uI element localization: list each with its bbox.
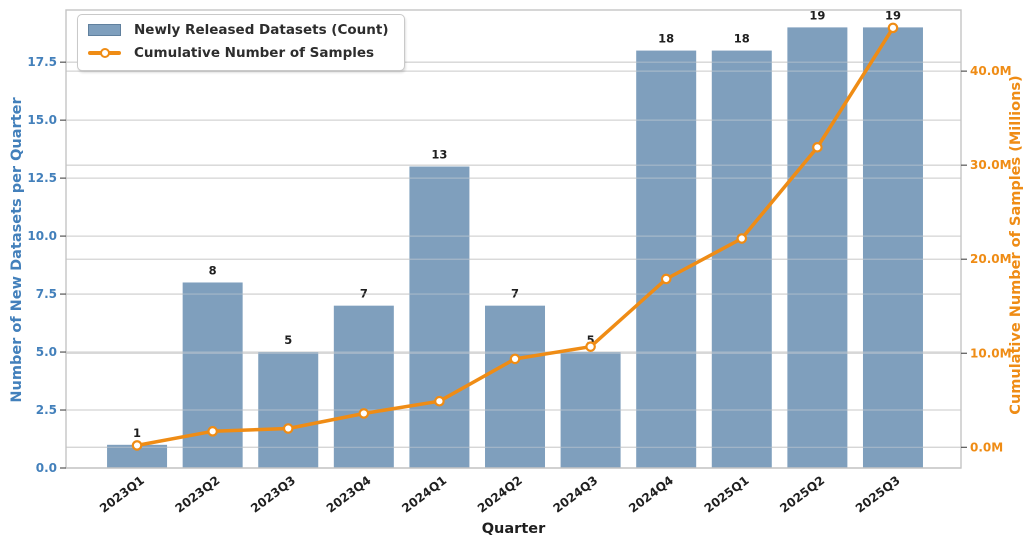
bar-value-label: 5	[587, 333, 595, 347]
bar-value-label: 8	[209, 263, 217, 277]
bar-2025Q1	[711, 50, 772, 469]
y-axis-left-ticks: 0.0 2.5 5.0 7.5 10.0 12.5 15.0 17.5	[27, 55, 66, 475]
y-axis-title-right: Cumulative Number of Samples (Millions)	[1008, 75, 1024, 415]
bar-value-label: 5	[284, 333, 292, 347]
spines	[65, 9, 962, 469]
x-tick-label-2024Q2: 2024Q2	[475, 473, 525, 515]
y-left-tick-label: 2.5	[36, 403, 57, 417]
legend: Newly Released Datasets (Count) Cumulati…	[77, 14, 405, 71]
legend-label-datasets: Newly Released Datasets (Count)	[134, 22, 389, 38]
bar-2025Q2	[787, 27, 848, 469]
y-right-tick-label: 0.0M	[970, 440, 1003, 454]
bar-value-labels: 1857137518181919	[133, 8, 901, 439]
y-left-tick-label: 17.5	[27, 55, 57, 69]
bar-2023Q1	[107, 444, 168, 468]
bar-2025Q3	[862, 27, 923, 469]
bar-2024Q2	[485, 305, 546, 468]
bar-2024Q3	[560, 352, 621, 468]
line-marker-2024Q3	[585, 341, 596, 352]
line-marker-2023Q3	[282, 423, 294, 434]
legend-item-datasets: Newly Released Datasets (Count)	[88, 23, 389, 38]
y-left-tick-label: 5.0	[36, 345, 57, 359]
y-right-tick-label: 40.0M	[970, 64, 1012, 78]
bar-value-label: 18	[734, 32, 750, 46]
bars	[107, 27, 923, 469]
x-tick-label-2023Q2: 2023Q2	[173, 473, 223, 515]
x-tick-label-2024Q3: 2024Q3	[550, 473, 600, 515]
bar-swatch-icon	[88, 24, 121, 37]
bar-value-label: 7	[511, 287, 519, 301]
bar-value-label: 19	[809, 8, 825, 22]
y-left-tick-label: 15.0	[27, 113, 57, 127]
line-marker-2024Q2	[509, 353, 521, 365]
x-tick-label-2023Q1: 2023Q1	[97, 473, 147, 515]
x-tick-label-2025Q3: 2025Q3	[853, 473, 903, 515]
bar-value-label: 13	[431, 148, 447, 162]
x-tick-label-2025Q1: 2025Q1	[702, 473, 752, 515]
line-marker-2025Q2	[812, 142, 823, 153]
bar-2023Q3	[258, 352, 319, 468]
legend-label-cumulative: Cumulative Number of Samples	[134, 44, 375, 61]
x-axis-title: Quarter	[481, 521, 546, 537]
bar-value-label: 18	[658, 32, 674, 46]
x-tick-label-2025Q2: 2025Q2	[777, 473, 827, 515]
bar-value-label: 7	[360, 287, 368, 301]
line-marker-2023Q1	[131, 440, 143, 451]
y-left-tick-label: 12.5	[27, 171, 57, 185]
bar-2024Q4	[636, 50, 697, 469]
bar-value-label: 1	[133, 426, 141, 440]
line-marker-2024Q1	[434, 395, 445, 407]
line-marker-2023Q4	[358, 408, 370, 419]
y-left-tick-label: 10.0	[27, 229, 57, 243]
legend-item-cumulative: Cumulative Number of Samples	[88, 44, 389, 61]
bar-2023Q4	[333, 305, 394, 468]
x-tick-label-2023Q4: 2023Q4	[324, 473, 374, 515]
y-axis-right-ticks: 0.0M 10.0M 20.0M 30.0M 40.0M	[961, 64, 1012, 454]
y-right-tick-label: 10.0M	[970, 346, 1012, 360]
y-axis-title-left: Number of New Datasets per Quarter	[9, 97, 25, 403]
x-tick-label-2024Q1: 2024Q1	[399, 473, 449, 515]
x-tick-label-2023Q3: 2023Q3	[248, 473, 298, 515]
line-marker-2025Q3	[887, 22, 899, 34]
cumulative-line-series	[131, 22, 899, 451]
y-left-tick-label: 7.5	[36, 287, 57, 301]
line-marker-icon	[99, 48, 110, 59]
bar-value-label: 19	[885, 8, 901, 22]
plot-border	[65, 9, 962, 469]
line-marker-2025Q1	[736, 233, 748, 244]
y-right-tick-label: 20.0M	[970, 252, 1012, 266]
x-tick-label-2024Q4: 2024Q4	[626, 473, 676, 515]
bar-2024Q1	[409, 166, 470, 468]
line-marker-2024Q4	[660, 273, 672, 285]
y-left-tick-label: 0.0	[36, 461, 57, 475]
y-right-tick-label: 30.0M	[970, 158, 1012, 172]
x-axis-tick-labels: 2023Q1 2023Q2 2023Q3 2023Q4 2024Q1 2024Q2 2024…	[97, 473, 903, 515]
bar-2023Q2	[182, 282, 243, 468]
line-swatch-icon	[88, 48, 121, 59]
line-marker-2023Q2	[207, 426, 218, 437]
